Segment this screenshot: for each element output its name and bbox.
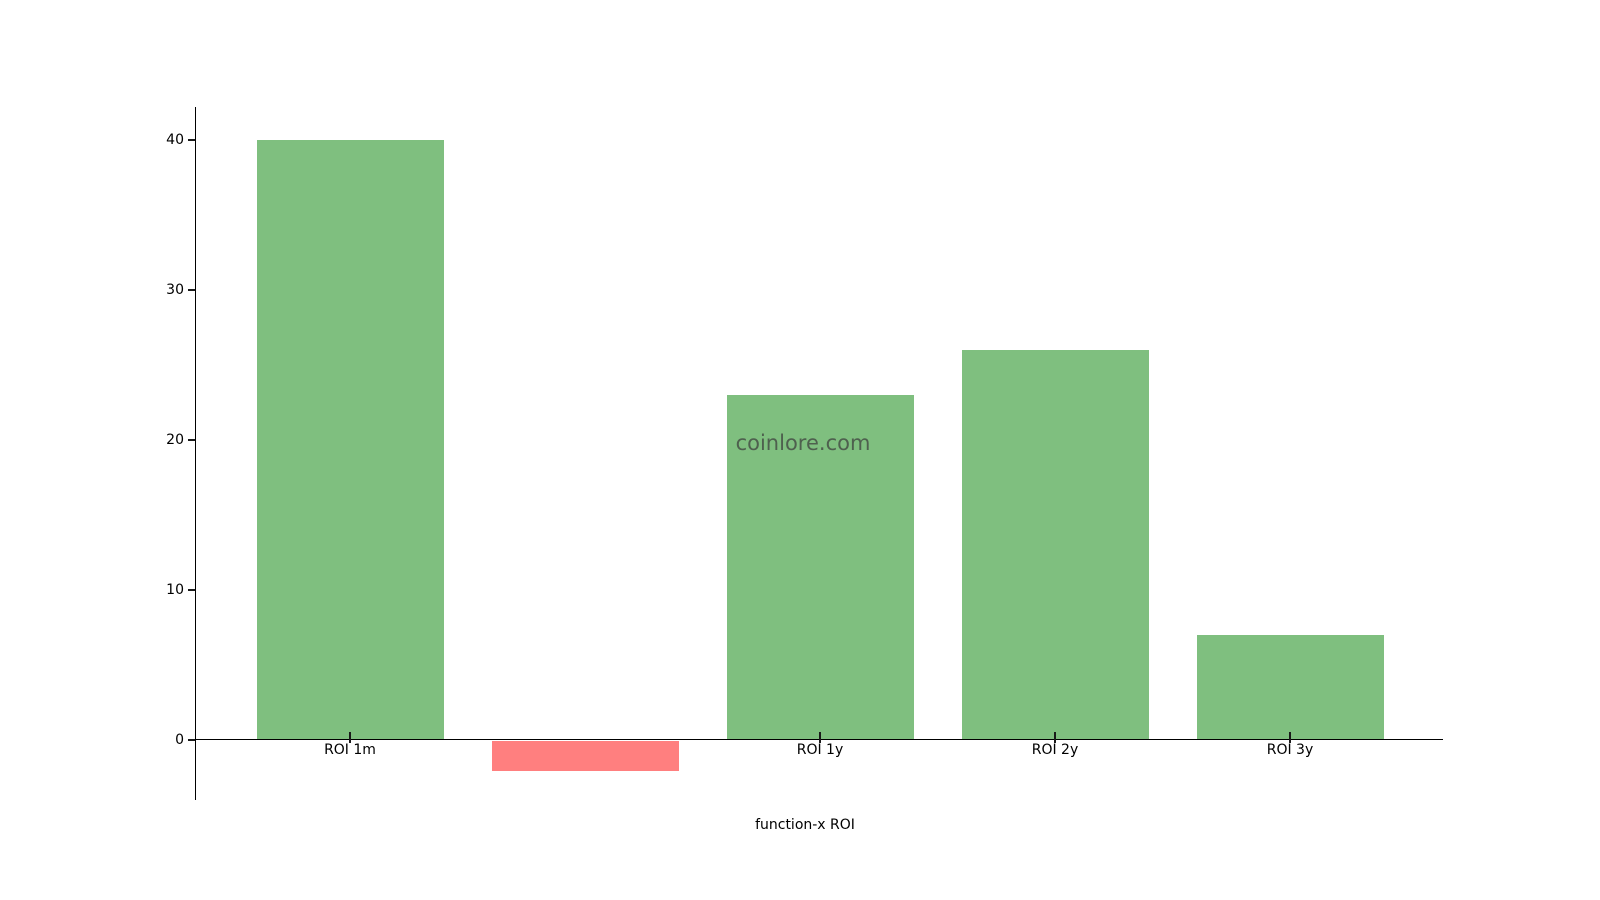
y-tick-mark: [188, 139, 196, 141]
bar-roi-1y: [726, 395, 914, 740]
y-tick-mark: [188, 739, 196, 741]
watermark-text: coinlore.com: [735, 431, 871, 455]
y-tick-label: 0: [175, 732, 184, 748]
y-tick-label: 10: [166, 582, 184, 598]
bar-roi-1m: [256, 140, 444, 740]
x-tick-label: ROI 3y: [1266, 742, 1314, 758]
x-tick-mark: [819, 732, 821, 743]
x-tick-label: ROI 1m: [324, 742, 376, 758]
x-axis-zero-line: [194, 738, 1443, 740]
bar-roi-3y: [1196, 635, 1384, 740]
x-tick-label: ROI 2y: [1031, 742, 1079, 758]
bar-roi-2y: [961, 350, 1149, 740]
y-tick-label: 30: [166, 282, 184, 298]
y-tick-label: 20: [166, 432, 184, 448]
x-axis-title: function-x ROI: [755, 817, 855, 833]
x-tick-label: ROI 1y: [796, 742, 844, 758]
y-tick-mark: [188, 439, 196, 441]
x-tick-mark: [1289, 732, 1291, 743]
x-tick-mark: [1054, 732, 1056, 743]
y-tick-mark: [188, 589, 196, 591]
y-tick-label: 40: [166, 132, 184, 148]
bar-unlabeled-1: [491, 741, 679, 771]
x-tick-mark: [349, 732, 351, 743]
y-tick-mark: [188, 289, 196, 291]
y-axis-spine: [194, 107, 196, 800]
